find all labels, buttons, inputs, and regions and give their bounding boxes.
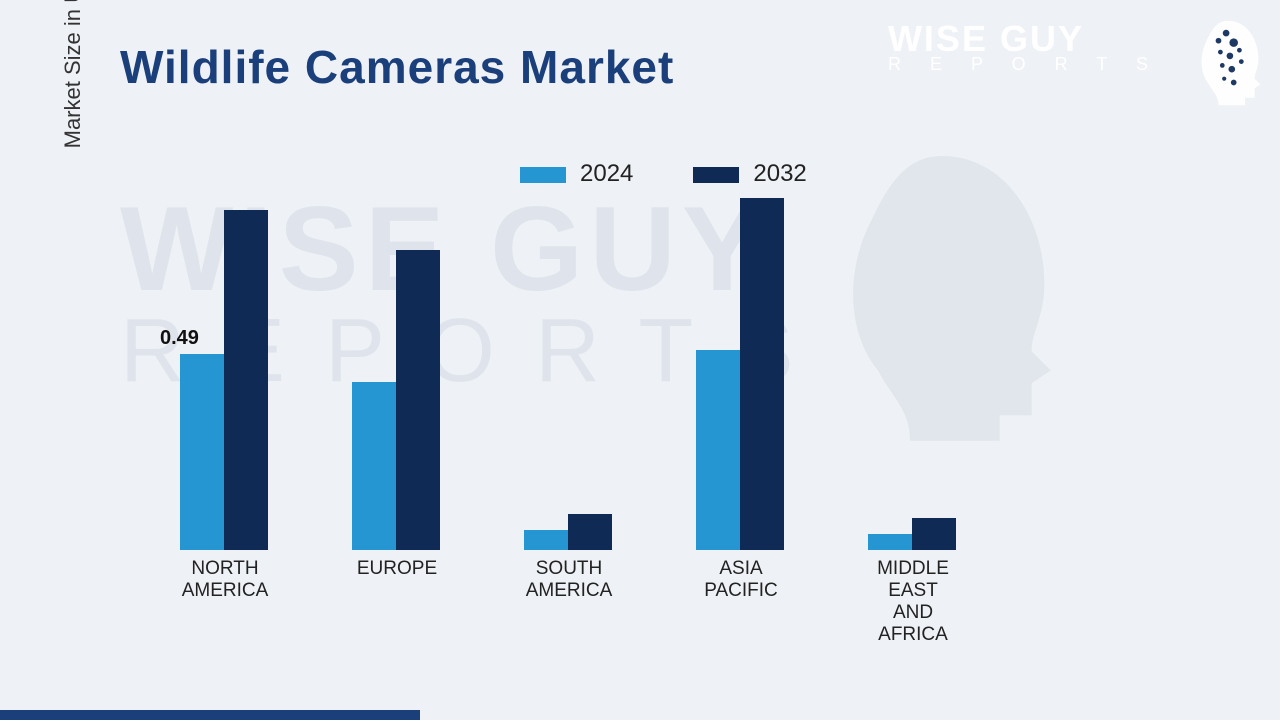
canvas: WISE GUY REPORTS Wildlife Cameras Market… [0, 0, 1280, 720]
bar-2032 [912, 518, 956, 550]
bar-2032 [224, 210, 268, 550]
x-axis-label: NORTHAMERICA [150, 558, 300, 602]
brand-logo-text: WISE GUY R E P O R T S [888, 18, 1160, 75]
bar-2024 [180, 354, 224, 550]
brand-head-icon [1171, 16, 1266, 111]
bar-2032 [396, 250, 440, 550]
x-axis-label: MIDDLEEASTANDAFRICA [838, 558, 988, 645]
chart-area: Market Size in USD Billion 0.49 NORTHAME… [100, 150, 1000, 620]
plot-area: 0.49 [150, 150, 1000, 550]
x-axis-label: SOUTHAMERICA [494, 558, 644, 602]
bar-2032 [740, 198, 784, 550]
y-axis-label: Market Size in USD Billion [60, 0, 86, 210]
bottom-accent-strip [0, 710, 420, 720]
bar-2024 [524, 530, 568, 550]
brand-line2: R E P O R T S [888, 54, 1160, 75]
bar-2024 [352, 382, 396, 550]
x-axis-label: EUROPE [322, 558, 472, 580]
bar-2024 [696, 350, 740, 550]
bar-2024 [868, 534, 912, 550]
chart-title: Wildlife Cameras Market [120, 40, 674, 94]
bar-value-label: 0.49 [160, 327, 199, 350]
x-axis-label: ASIAPACIFIC [666, 558, 816, 602]
bar-2032 [568, 514, 612, 550]
